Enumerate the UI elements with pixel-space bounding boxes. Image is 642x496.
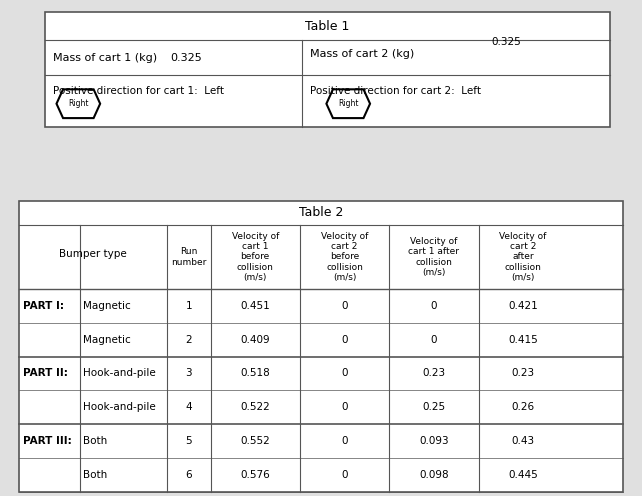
Text: 0.23: 0.23 [512,369,535,378]
Text: 0.098: 0.098 [419,470,449,480]
Text: Right: Right [68,99,89,108]
Text: 0: 0 [342,402,348,412]
Text: PART II:: PART II: [23,369,68,378]
Text: PART I:: PART I: [23,301,64,311]
Text: 5: 5 [186,436,192,446]
Text: 0.552: 0.552 [240,436,270,446]
Text: Positive direction for cart 1:  Left: Positive direction for cart 1: Left [53,86,223,96]
Text: PART III:: PART III: [23,436,72,446]
Text: 6: 6 [186,470,192,480]
Text: 3: 3 [186,369,192,378]
Text: 2: 2 [186,335,192,345]
Text: 0.451: 0.451 [240,301,270,311]
Text: 0.23: 0.23 [422,369,446,378]
Text: Both: Both [83,470,108,480]
Text: 1: 1 [186,301,192,311]
Text: 0: 0 [342,470,348,480]
Bar [19,201,623,492]
Text: 0.093: 0.093 [419,436,449,446]
Text: 0.522: 0.522 [240,402,270,412]
Text: 0: 0 [342,436,348,446]
Text: Positive direction for cart 2:  Left: Positive direction for cart 2: Left [309,86,481,96]
Text: 0: 0 [342,301,348,311]
Bar [45,12,610,127]
Text: 0.325: 0.325 [170,53,202,62]
Text: 0.43: 0.43 [512,436,535,446]
Text: Velocity of
cart 2
before
collision
(m/s): Velocity of cart 2 before collision (m/s… [321,232,369,282]
Text: 0.409: 0.409 [240,335,270,345]
Text: 0: 0 [342,369,348,378]
Text: Both: Both [83,436,108,446]
Text: Mass of cart 2 (kg): Mass of cart 2 (kg) [309,49,414,59]
Text: Bumper type: Bumper type [59,249,127,259]
Text: 0.25: 0.25 [422,402,446,412]
Text: 0: 0 [431,301,437,311]
Text: 0.415: 0.415 [508,335,538,345]
Text: 0.576: 0.576 [240,470,270,480]
Text: Velocity of
cart 2
after
collision
(m/s): Velocity of cart 2 after collision (m/s) [499,232,547,282]
Text: Run
number: Run number [171,247,207,267]
Text: Table 1: Table 1 [305,19,350,33]
Text: Hook-and-pile: Hook-and-pile [83,369,156,378]
Text: 0.421: 0.421 [508,301,538,311]
Text: Velocity of
cart 1 after
collision
(m/s): Velocity of cart 1 after collision (m/s) [408,237,459,277]
Text: Table 2: Table 2 [299,206,343,219]
Text: 0: 0 [431,335,437,345]
Text: Magnetic: Magnetic [83,335,131,345]
Text: Magnetic: Magnetic [83,301,131,311]
Text: 0.325: 0.325 [491,37,521,47]
Text: 0: 0 [342,335,348,345]
Text: Mass of cart 1 (kg): Mass of cart 1 (kg) [53,53,157,62]
Text: Right: Right [338,99,358,108]
Text: 0.445: 0.445 [508,470,538,480]
Text: Hook-and-pile: Hook-and-pile [83,402,156,412]
Text: 0.518: 0.518 [240,369,270,378]
Text: Velocity of
cart 1
before
collision
(m/s): Velocity of cart 1 before collision (m/s… [232,232,279,282]
Text: 4: 4 [186,402,192,412]
Text: 0.26: 0.26 [512,402,535,412]
